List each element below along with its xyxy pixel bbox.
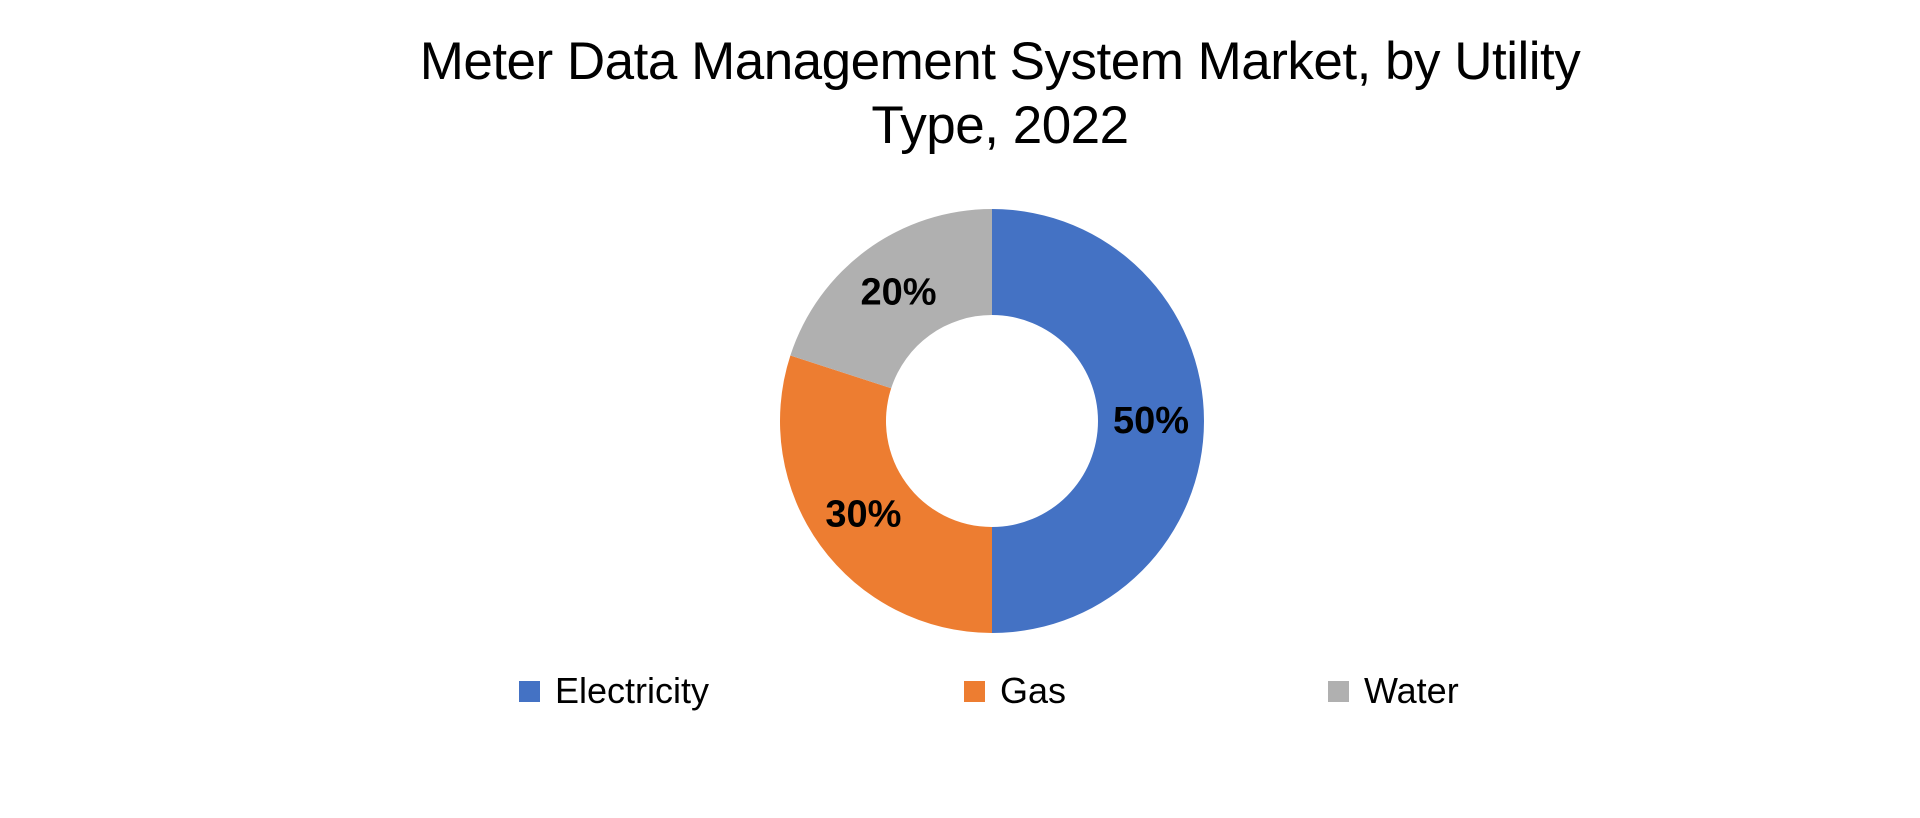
donut-segment-gas bbox=[779, 355, 992, 633]
chart-title: Meter Data Management System Market, by … bbox=[400, 30, 1600, 158]
legend-item-gas: Gas bbox=[964, 670, 1067, 711]
donut-segment-water bbox=[790, 209, 992, 389]
legend-item-water: Water bbox=[1328, 670, 1459, 711]
chart-title-line-1: Meter Data Management System Market, by … bbox=[419, 32, 1581, 91]
legend-item-electricity: Electricity bbox=[519, 670, 710, 711]
data-label-electricity: 50% bbox=[1113, 400, 1189, 442]
legend-swatch-water bbox=[1328, 680, 1349, 702]
legend-swatch-gas bbox=[964, 680, 985, 702]
legend-label-electricity: Electricity bbox=[555, 670, 710, 711]
chart-title-line-2: Type, 2022 bbox=[871, 96, 1129, 155]
data-label-water: 20% bbox=[861, 271, 937, 313]
legend-swatch-electricity bbox=[519, 680, 540, 702]
legend-label-gas: Gas bbox=[1000, 670, 1067, 711]
donut-segment-electricity bbox=[992, 209, 1204, 633]
data-label-gas: 30% bbox=[825, 493, 901, 535]
legend-label-water: Water bbox=[1364, 670, 1459, 711]
